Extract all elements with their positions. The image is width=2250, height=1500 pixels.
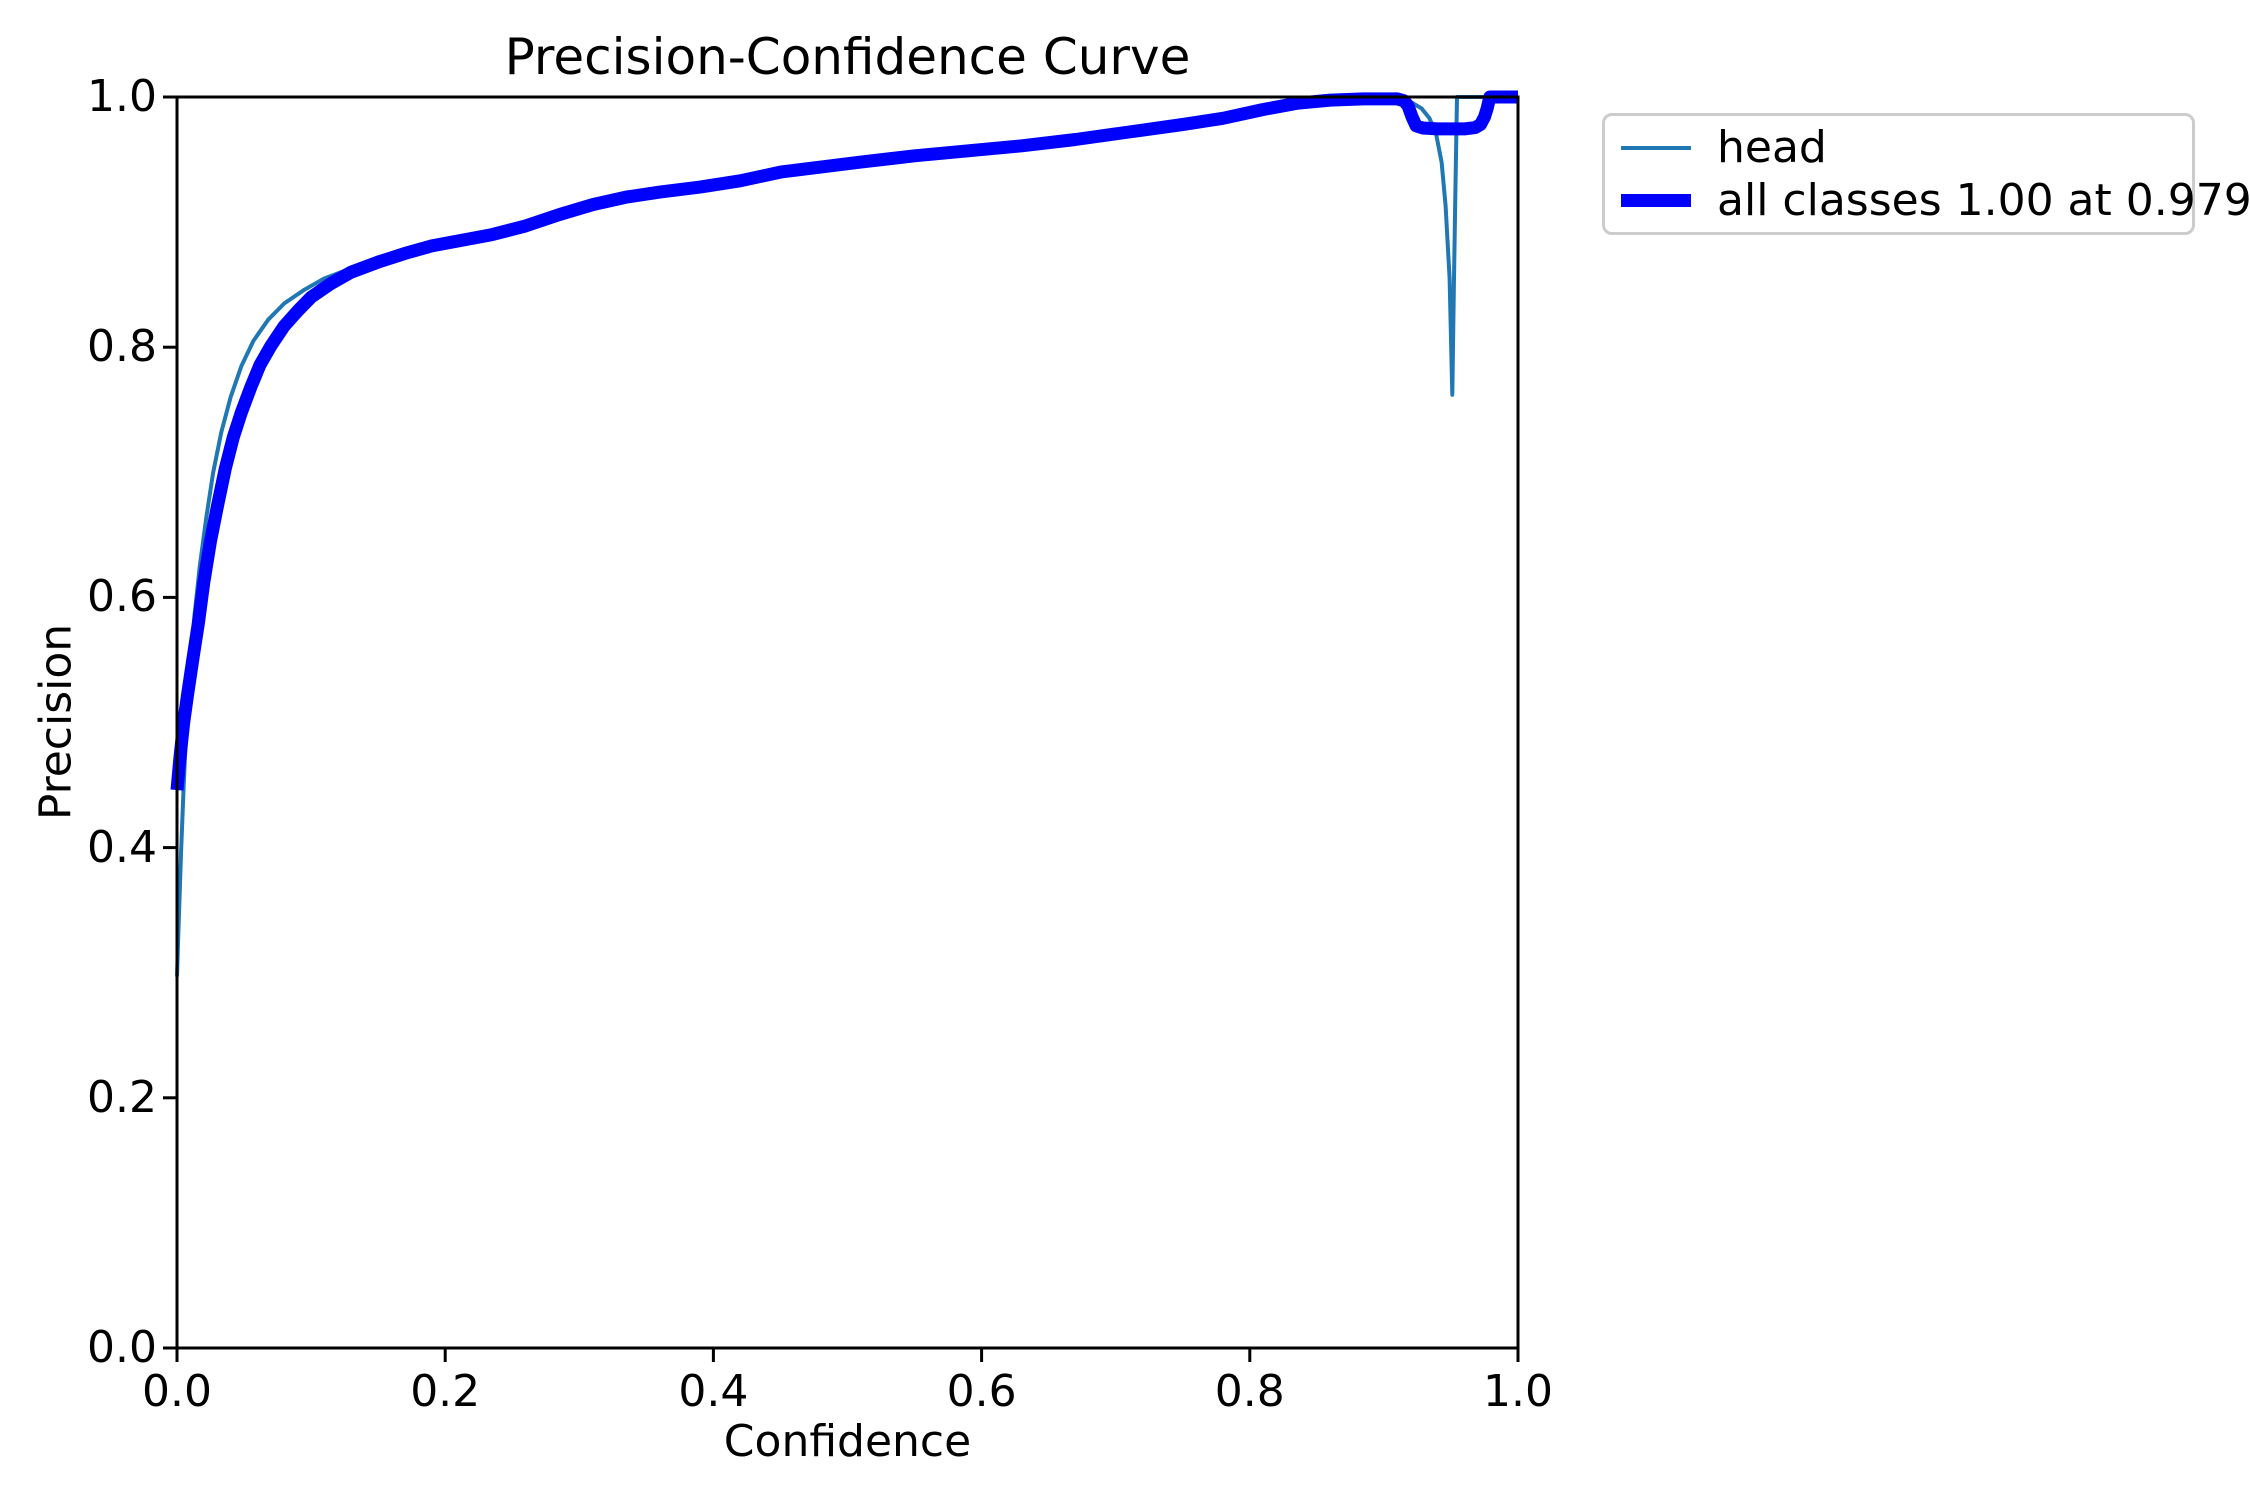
x-tick-label: 1.0 [1483,1366,1553,1417]
series-line-all-classes [170,90,1518,791]
legend: head all classes 1.00 at 0.979 [1602,113,2250,235]
legend-line-sample-head [1621,145,1691,150]
legend-label-all-classes: all classes 1.00 at 0.979 [1717,175,2250,226]
y-tick-label: 1.0 [87,71,157,122]
axes-spines [175,95,1520,1350]
y-tick-label: 0.2 [87,1071,157,1123]
legend-item-head: head [1621,122,2182,173]
x-tick-label: 0.4 [678,1366,749,1417]
x-tick-label: 0.2 [410,1366,481,1417]
y-tick-label: 0.4 [87,821,157,873]
plot-border [175,95,1520,1350]
legend-line-sample-all-classes [1621,194,1691,207]
x-tick-label: 0.6 [946,1366,1017,1417]
y-tick-label: 0.6 [87,571,157,623]
axis-tick-marks [163,95,1520,1362]
legend-item-all-classes: all classes 1.00 at 0.979 [1621,175,2250,226]
y-axis-label: Precision [30,623,82,821]
curve-lines [170,90,1518,977]
chart-title: Precision-Confidence Curve [504,28,1191,86]
series-line-head [175,95,1518,977]
legend-label-head: head [1717,122,1827,173]
x-tick-label: 0.8 [1214,1366,1285,1417]
x-tick-label: 0.0 [142,1366,212,1417]
y-tick-label: 0.0 [87,1322,157,1373]
x-axis-label: Confidence [723,1416,972,1467]
y-tick-label: 0.8 [87,321,157,373]
